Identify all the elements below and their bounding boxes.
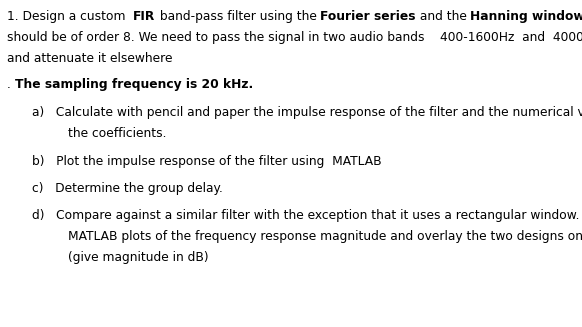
Text: .: . — [7, 78, 15, 91]
Text: The sampling frequency is 20 kHz.: The sampling frequency is 20 kHz. — [15, 78, 253, 91]
Text: d)   Compare against a similar filter with the exception that it uses a rectangu: d) Compare against a similar filter with… — [32, 209, 582, 222]
Text: (give magnitude in dB): (give magnitude in dB) — [68, 251, 208, 264]
Text: MATLAB plots of the frequency response magnitude and overlay the two designs on : MATLAB plots of the frequency response m… — [68, 230, 582, 243]
Text: Hanning window: Hanning window — [470, 10, 582, 23]
Text: b)   Plot the impulse response of the filter using  MATLAB: b) Plot the impulse response of the filt… — [32, 155, 382, 168]
Text: FIR: FIR — [133, 10, 155, 23]
Text: and the: and the — [416, 10, 470, 23]
Text: a)   Calculate with pencil and paper the impulse response of the filter and the : a) Calculate with pencil and paper the i… — [32, 106, 582, 119]
Text: band-pass filter using the: band-pass filter using the — [155, 10, 320, 23]
Text: 1. Design a custom: 1. Design a custom — [7, 10, 133, 23]
Text: c)   Determine the group delay.: c) Determine the group delay. — [32, 182, 223, 195]
Text: and attenuate it elsewhere: and attenuate it elsewhere — [7, 52, 172, 65]
Text: should be of order 8. We need to pass the signal in two audio bands    400-1600H: should be of order 8. We need to pass th… — [7, 31, 582, 44]
Text: the coefficients.: the coefficients. — [68, 127, 166, 140]
Text: Fourier series: Fourier series — [320, 10, 416, 23]
